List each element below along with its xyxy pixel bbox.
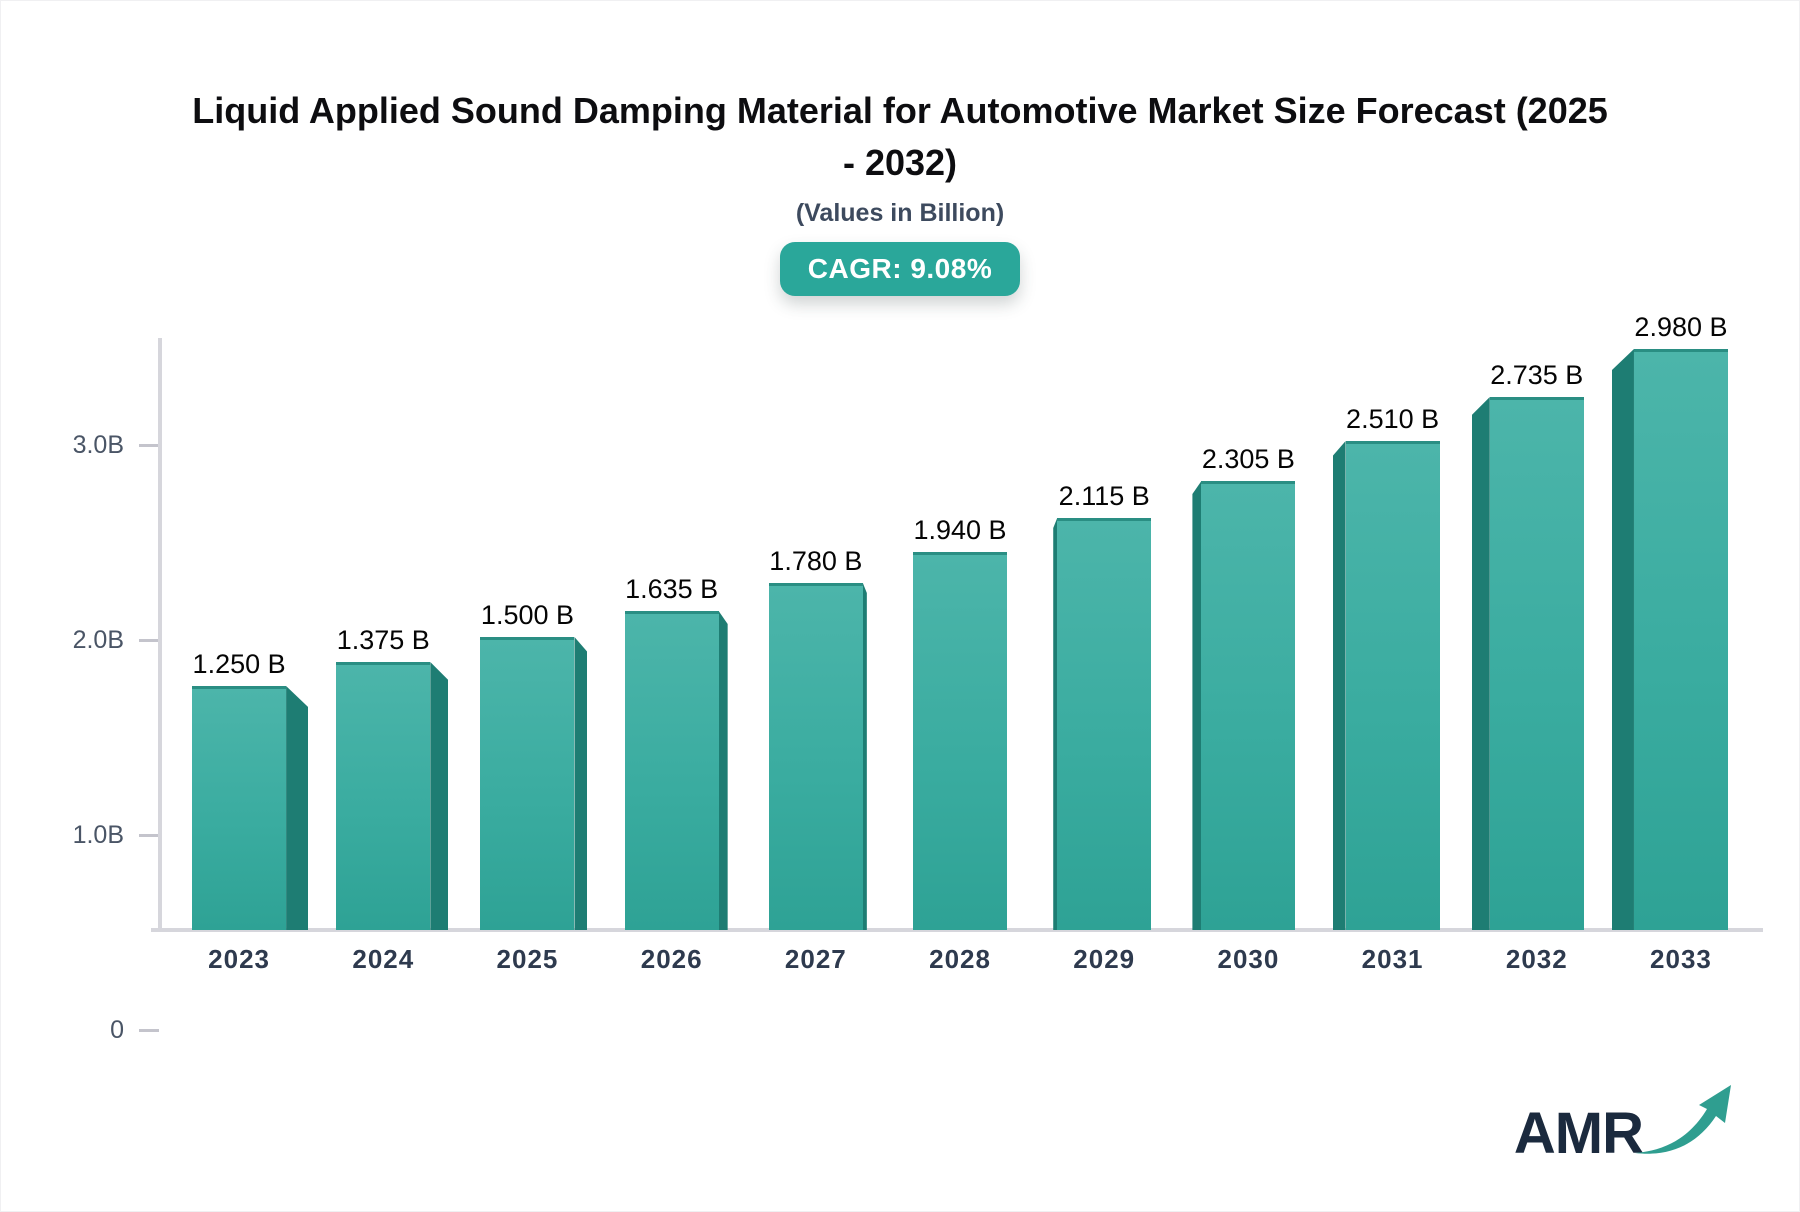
bar-2033: 2.980 B bbox=[1611, 312, 1728, 930]
bar-value-label: 2.735 B bbox=[1490, 360, 1584, 390]
x-axis-labels: 2023 2024 2025 2026 2027 2028 2029 2030 2031 2032… bbox=[161, 944, 1759, 975]
y-tick-label: 3.0B bbox=[72, 430, 124, 459]
bar-side-face bbox=[574, 637, 588, 930]
bar-slot: 1.940 B bbox=[888, 330, 1032, 930]
bar-side-face bbox=[1471, 397, 1490, 930]
bar-side-face bbox=[1192, 481, 1202, 930]
bar-2027: 1.780 B bbox=[768, 546, 867, 930]
x-tick-label: 2031 bbox=[1361, 944, 1424, 974]
bar-2031: 2.510 B bbox=[1332, 404, 1440, 930]
bar-slot: 1.780 B bbox=[744, 330, 888, 930]
bar-2023: 1.250 B bbox=[192, 649, 309, 930]
x-tick-label: 2024 bbox=[352, 944, 415, 974]
x-tick-label: 2026 bbox=[640, 944, 703, 974]
bar-side-face bbox=[286, 686, 309, 930]
x-tick-label: 2032 bbox=[1505, 944, 1568, 974]
x-tick-label: 2028 bbox=[929, 944, 991, 974]
chart-title-line2: - 2032) bbox=[842, 142, 958, 183]
x-tick-label: 2029 bbox=[1073, 944, 1136, 974]
x-tick-label: 2033 bbox=[1650, 944, 1712, 974]
cagr-badge: CAGR: 9.08% bbox=[779, 242, 1021, 296]
bar-side-face bbox=[718, 611, 728, 930]
bar-value-label: 2.305 B bbox=[1201, 444, 1295, 474]
chart-subtitle: (Values in Billion) bbox=[795, 199, 1005, 227]
bar-value-label: 2.115 B bbox=[1058, 481, 1150, 511]
bar-side-face bbox=[430, 662, 449, 930]
bar-value-label: 2.510 B bbox=[1346, 404, 1440, 434]
bar-2025: 1.500 B bbox=[480, 600, 588, 930]
y-tick-dash bbox=[139, 1028, 159, 1032]
y-tick: 1.0B bbox=[31, 820, 159, 850]
y-tick: 3.0B bbox=[31, 430, 159, 460]
bar-slot: 1.500 B bbox=[455, 330, 599, 930]
bar-value-label: 1.375 B bbox=[336, 625, 430, 655]
bar-value-label: 1.635 B bbox=[625, 574, 719, 604]
y-axis-line bbox=[158, 338, 162, 932]
bar-value-label: 1.940 B bbox=[913, 515, 1007, 545]
bar-2029: 2.115 B bbox=[1053, 481, 1152, 930]
chart-title: Liquid Applied Sound Damping Material fo… bbox=[61, 85, 1739, 189]
amr-logo: AMR bbox=[1514, 1077, 1737, 1163]
x-tick-label: 2025 bbox=[496, 944, 559, 974]
plot-area: 1.250 B 1.375 B 1.500 B 1.635 B 1.780 B 1.940… bbox=[151, 312, 1763, 932]
bar-slot: 2.510 B bbox=[1321, 330, 1465, 930]
bar-2028: 1.940 B bbox=[913, 515, 1008, 930]
bar-slot: 2.305 B bbox=[1176, 330, 1320, 930]
x-tick-label: 2027 bbox=[784, 944, 847, 974]
amr-logo-text: AMR bbox=[1513, 1101, 1644, 1166]
y-tick: 0 bbox=[31, 1015, 159, 1045]
bar-slot: 1.635 B bbox=[600, 330, 744, 930]
bar-2030: 2.305 B bbox=[1192, 444, 1296, 930]
x-tick-label: 2023 bbox=[208, 944, 271, 974]
bar-2032: 2.735 B bbox=[1471, 360, 1584, 930]
y-tick-label: 1.0B bbox=[72, 820, 124, 849]
y-tick-label: 0 bbox=[110, 1015, 124, 1044]
y-tick-label: 2.0B bbox=[72, 625, 124, 654]
bar-slot: 2.735 B bbox=[1465, 330, 1609, 930]
y-tick-dash bbox=[139, 443, 159, 447]
bar-side-face bbox=[862, 583, 867, 930]
bars-container: 1.250 B 1.375 B 1.500 B 1.635 B 1.780 B 1.940… bbox=[161, 312, 1759, 930]
bar-value-label: 1.250 B bbox=[192, 649, 286, 679]
amr-logo-arrow-icon bbox=[1635, 1085, 1731, 1154]
bar-value-label: 1.500 B bbox=[480, 600, 575, 630]
bar-2026: 1.635 B bbox=[624, 574, 728, 930]
y-tick-dash bbox=[139, 638, 159, 642]
chart-area: 3.0B 2.0B 1.0B 0 1.250 B 1.375 B 1.500 B 1.635… bbox=[31, 312, 1769, 1044]
bar-slot: 2.980 B bbox=[1609, 312, 1753, 930]
bar-slot: 2.115 B bbox=[1032, 330, 1176, 930]
chart-header: Liquid Applied Sound Damping Material fo… bbox=[1, 1, 1799, 296]
bar-slot: 1.375 B bbox=[311, 330, 455, 930]
chart-title-line1: Liquid Applied Sound Damping Material fo… bbox=[192, 90, 1608, 131]
bar-side-face bbox=[1611, 349, 1634, 930]
y-tick-dash bbox=[139, 833, 159, 837]
bar-value-label: 1.780 B bbox=[769, 546, 863, 576]
bar-side-face bbox=[1053, 518, 1058, 930]
bar-value-label: 2.980 B bbox=[1634, 312, 1728, 342]
bar-side-face bbox=[1332, 441, 1346, 930]
y-tick: 2.0B bbox=[31, 625, 159, 655]
x-axis-line bbox=[151, 928, 1763, 932]
x-tick-label: 2030 bbox=[1217, 944, 1280, 974]
bar-slot: 1.250 B bbox=[167, 330, 311, 930]
bar-2024: 1.375 B bbox=[336, 625, 449, 930]
